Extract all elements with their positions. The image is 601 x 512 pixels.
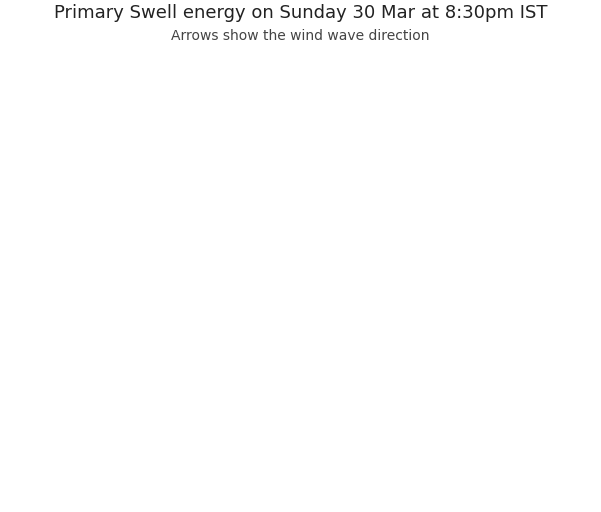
Text: Arrows show the wind wave direction: Arrows show the wind wave direction xyxy=(171,29,430,43)
Text: Primary Swell energy on Sunday 30 Mar at 8:30pm IST: Primary Swell energy on Sunday 30 Mar at… xyxy=(53,4,548,22)
Text: Cartopy required for map: Cartopy required for map xyxy=(212,272,389,286)
